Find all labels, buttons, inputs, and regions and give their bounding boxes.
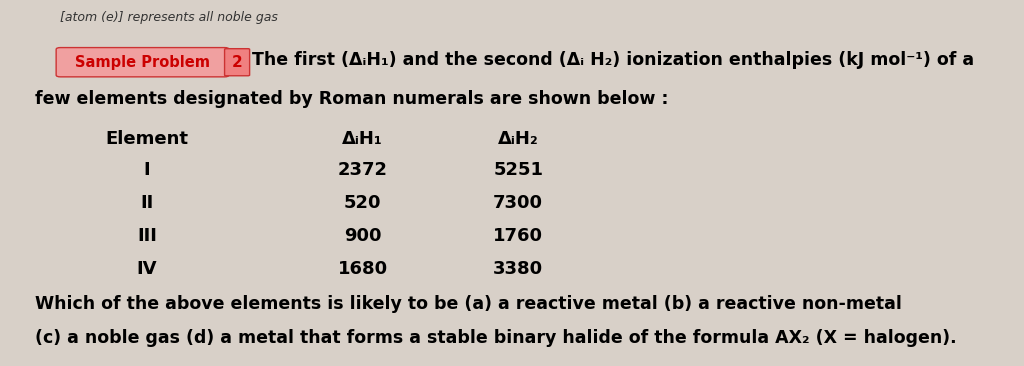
- Text: I: I: [143, 161, 151, 179]
- Text: II: II: [140, 194, 154, 212]
- Text: 2: 2: [231, 55, 243, 70]
- Text: 900: 900: [344, 227, 382, 245]
- FancyBboxPatch shape: [224, 49, 250, 76]
- Text: ΔᵢH₁: ΔᵢH₁: [342, 130, 383, 148]
- Text: [atom (e)] represents all noble gas: [atom (e)] represents all noble gas: [60, 11, 279, 24]
- Text: Which of the above elements is likely to be (a) a reactive metal (b) a reactive : Which of the above elements is likely to…: [35, 295, 901, 313]
- FancyBboxPatch shape: [56, 48, 229, 77]
- Text: Element: Element: [105, 130, 188, 148]
- Text: ΔᵢH₂: ΔᵢH₂: [498, 130, 539, 148]
- Text: few elements designated by Roman numerals are shown below :: few elements designated by Roman numeral…: [35, 90, 668, 108]
- Text: (c) a noble gas (d) a metal that forms a stable binary halide of the formula AX₂: (c) a noble gas (d) a metal that forms a…: [35, 329, 956, 347]
- Text: 7300: 7300: [494, 194, 544, 212]
- Text: 2372: 2372: [338, 161, 388, 179]
- Text: IV: IV: [136, 260, 157, 278]
- Text: Sample Problem: Sample Problem: [75, 55, 210, 70]
- Text: 1760: 1760: [494, 227, 544, 245]
- Text: 520: 520: [344, 194, 382, 212]
- Text: 5251: 5251: [494, 161, 544, 179]
- Text: 3380: 3380: [494, 260, 544, 278]
- Text: 1680: 1680: [338, 260, 388, 278]
- Text: The first (ΔᵢH₁) and the second (Δᵢ H₂) ionization enthalpies (kJ mol⁻¹) of a: The first (ΔᵢH₁) and the second (Δᵢ H₂) …: [252, 51, 975, 70]
- Text: III: III: [137, 227, 157, 245]
